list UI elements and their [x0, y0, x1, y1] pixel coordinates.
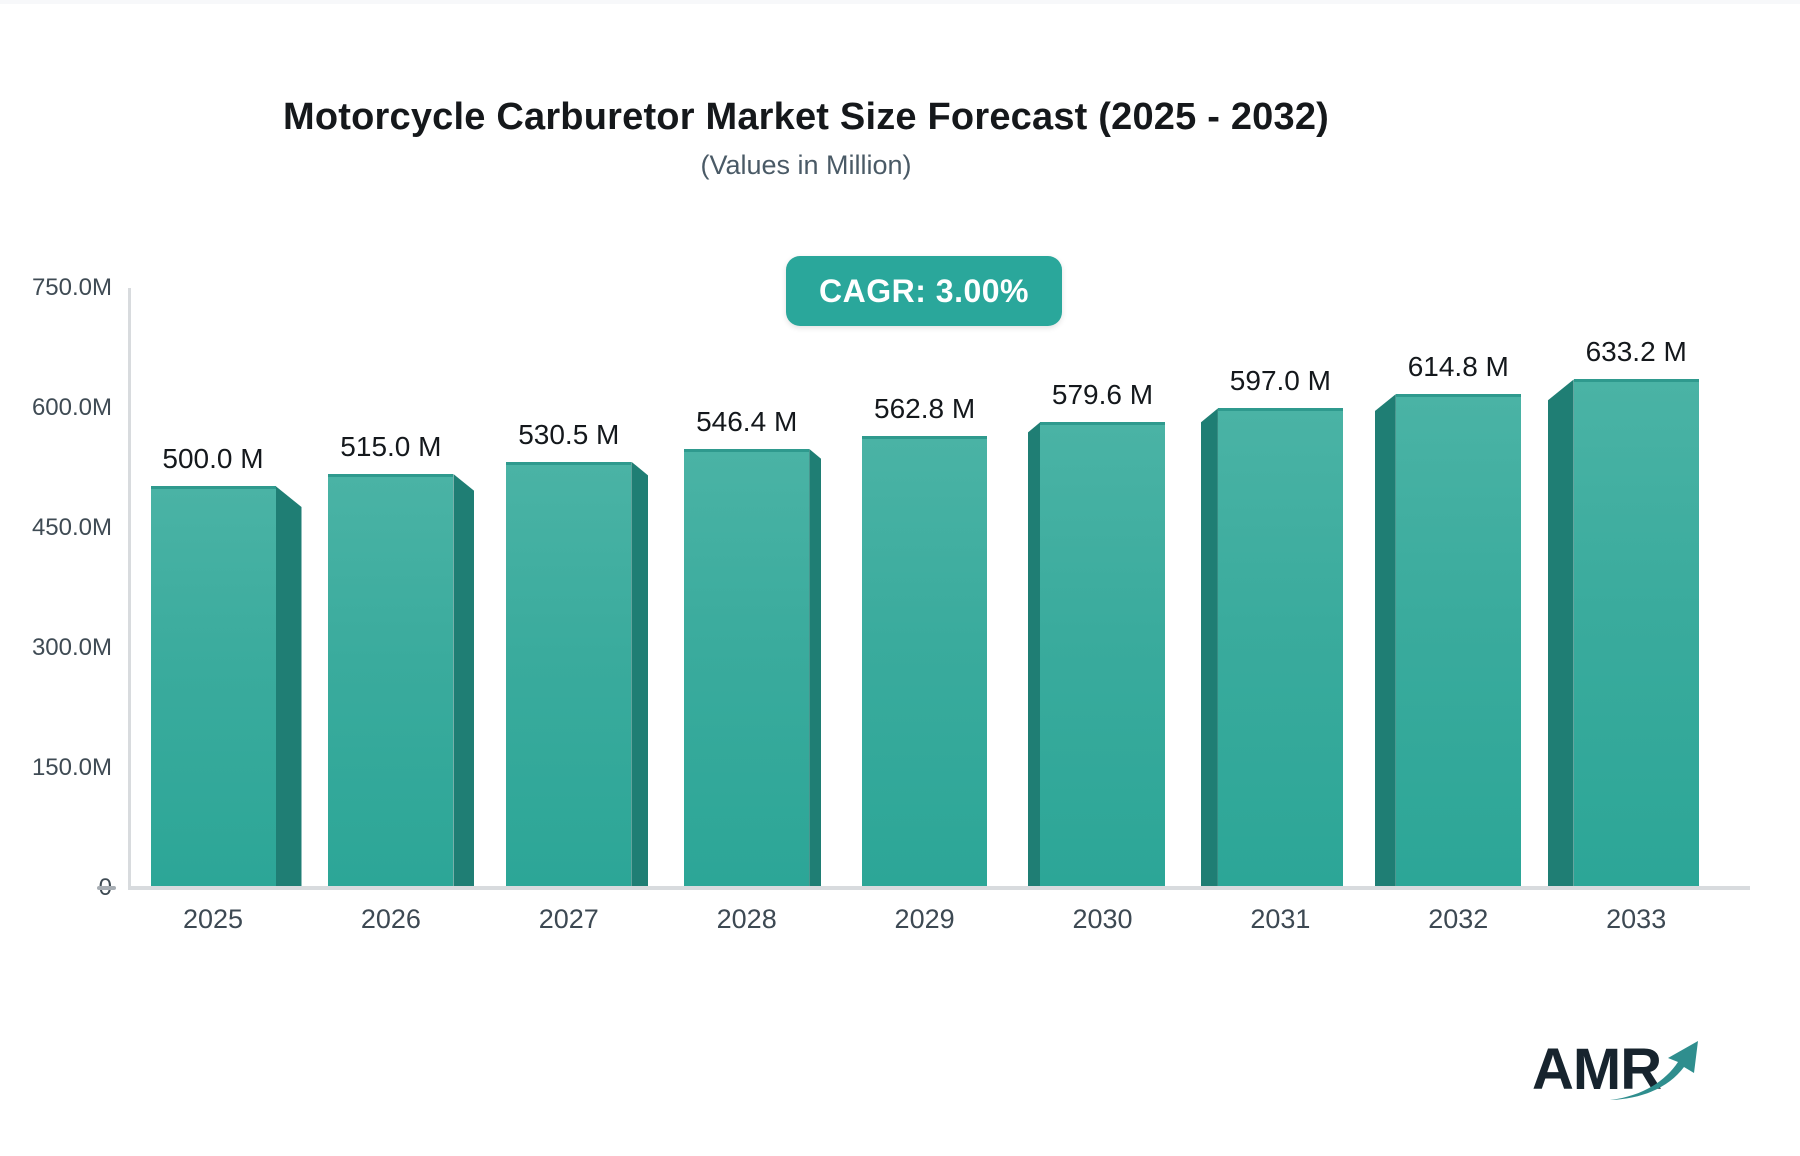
x-tick-label-2029: 2029 [894, 904, 955, 934]
bar-2033 [1573, 379, 1699, 886]
growth-arrow-icon [1610, 1041, 1698, 1100]
bar-2025 [150, 486, 276, 886]
bar-2027 [506, 461, 632, 886]
bar-2032-side-face [1374, 394, 1396, 886]
x-tick-label-2033: 2033 [1606, 904, 1667, 934]
bar-2027-side-face [631, 461, 649, 886]
bar-value-label-2025: 500.0 M [162, 443, 264, 474]
x-tick-label-2026: 2026 [360, 904, 421, 934]
x-tick-label-2030: 2030 [1072, 904, 1133, 934]
bar-2028 [684, 448, 810, 886]
bar-2028-side-face [809, 448, 822, 886]
bar-value-label-2026: 515.0 M [340, 431, 442, 462]
chart-title: Motorcycle Carburetor Market Size Foreca… [282, 96, 1330, 138]
x-tick-label-2032: 2032 [1428, 904, 1489, 934]
bar-2031-side-face [1200, 408, 1218, 886]
y-axis-line [128, 288, 131, 888]
x-tick-label-2028: 2028 [716, 904, 777, 934]
y-tick-0: 0 [0, 873, 112, 903]
bar-value-label-2027: 530.5 M [518, 418, 620, 450]
x-tick-label-2031: 2031 [1250, 904, 1311, 934]
bar-2025-side-face [275, 486, 302, 886]
cagr-badge-label: CAGR: 3.00% [819, 272, 1029, 309]
y-tick-750: 750.0M [31, 274, 112, 301]
bar-value-label-2032: 614.8 M [1407, 351, 1509, 383]
bar-2029 [862, 435, 988, 886]
bar-2033-side-face [1547, 379, 1574, 886]
bar-value-label-2028: 546.4 M [696, 405, 798, 437]
bar-2026-side-face [453, 474, 475, 886]
x-axis-baseline [128, 886, 1750, 890]
page-top-strip [0, 0, 1800, 4]
bar-value-label-2033: 633.2 M [1585, 336, 1687, 368]
y-tick-600: 600.0M [31, 394, 112, 421]
bar-value-label-2030: 579.6 M [1051, 379, 1154, 411]
y-tick-150: 150.0M [31, 754, 112, 781]
bar-value-label-2031: 597.0 M [1229, 365, 1331, 397]
bar-2031 [1217, 408, 1343, 886]
bar-2030-side-face [1028, 422, 1040, 886]
amr-logo: AMR [1532, 1036, 1732, 1126]
amr-logo-text: AMR [1532, 1037, 1662, 1102]
bar-2026 [328, 474, 454, 886]
bar-2030 [1040, 422, 1165, 886]
y-axis-zero-tick-mark [97, 886, 116, 890]
x-tick-label-2025: 2025 [182, 904, 244, 934]
x-tick-label-2027: 2027 [538, 904, 599, 934]
chart-subtitle: (Values in Million) [700, 150, 912, 180]
bar-2032 [1395, 394, 1521, 886]
y-tick-300: 300.0M [31, 634, 112, 661]
cagr-badge: CAGR: 3.00% [786, 256, 1062, 326]
bar-value-label-2029: 562.8 M [874, 392, 976, 424]
y-tick-450: 450.0M [31, 514, 112, 541]
